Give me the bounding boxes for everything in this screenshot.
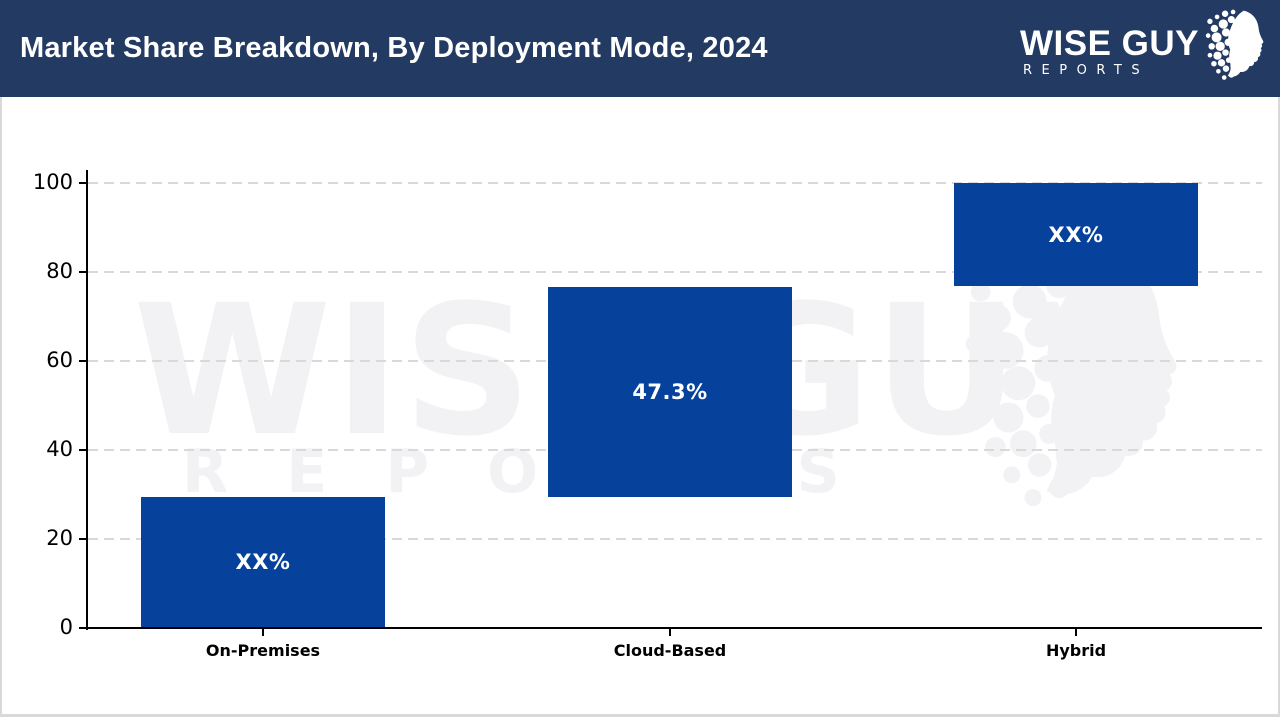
watermark-head-icon: [965, 248, 1177, 507]
x-axis-spine: [86, 627, 1262, 629]
brand-name: WISE GUY: [1020, 23, 1200, 63]
y-tick-mark: [79, 449, 87, 452]
brand-logo-text: WISE GUY REPORTS: [1020, 26, 1199, 77]
gridline: [88, 182, 1262, 185]
x-category-label: Cloud-Based: [613, 641, 727, 660]
x-tick-mark: [669, 628, 671, 636]
y-tick-mark: [79, 271, 87, 274]
x-category-label: Hybrid: [1045, 641, 1107, 660]
y-tick-label: 80: [46, 259, 73, 284]
y-tick-label: 40: [46, 437, 73, 462]
y-tick-mark: [79, 538, 87, 541]
y-tick-label: 60: [46, 348, 73, 373]
bar-segment: 47.3%: [548, 286, 792, 497]
dotted-head-icon: [1205, 9, 1264, 80]
brand-logo: WISE GUY REPORTS: [1020, 4, 1268, 94]
x-tick-mark: [1075, 628, 1077, 636]
x-category-label: On-Premises: [205, 641, 321, 660]
y-tick-mark: [79, 627, 87, 629]
bar-value-label: 47.3%: [632, 379, 708, 404]
y-tick-label: 0: [59, 615, 73, 639]
y-tick-mark: [79, 182, 87, 185]
bar-value-label: XX%: [1048, 222, 1104, 247]
y-axis-spine: [86, 170, 88, 630]
y-tick-label: 100: [32, 170, 73, 195]
gridline: [88, 271, 1262, 274]
y-tick-mark: [79, 360, 87, 363]
bar-segment: XX%: [141, 496, 385, 628]
brand-tagline: REPORTS: [1023, 62, 1150, 78]
header-bar: Market Share Breakdown, By Deployment Mo…: [0, 0, 1280, 97]
bar-value-label: XX%: [235, 550, 291, 575]
y-tick-label: 20: [46, 526, 73, 551]
page-title: Market Share Breakdown, By Deployment Mo…: [20, 32, 768, 64]
gridline: [88, 538, 1262, 541]
x-tick-mark: [262, 628, 264, 636]
bar-segment: XX%: [954, 183, 1198, 287]
